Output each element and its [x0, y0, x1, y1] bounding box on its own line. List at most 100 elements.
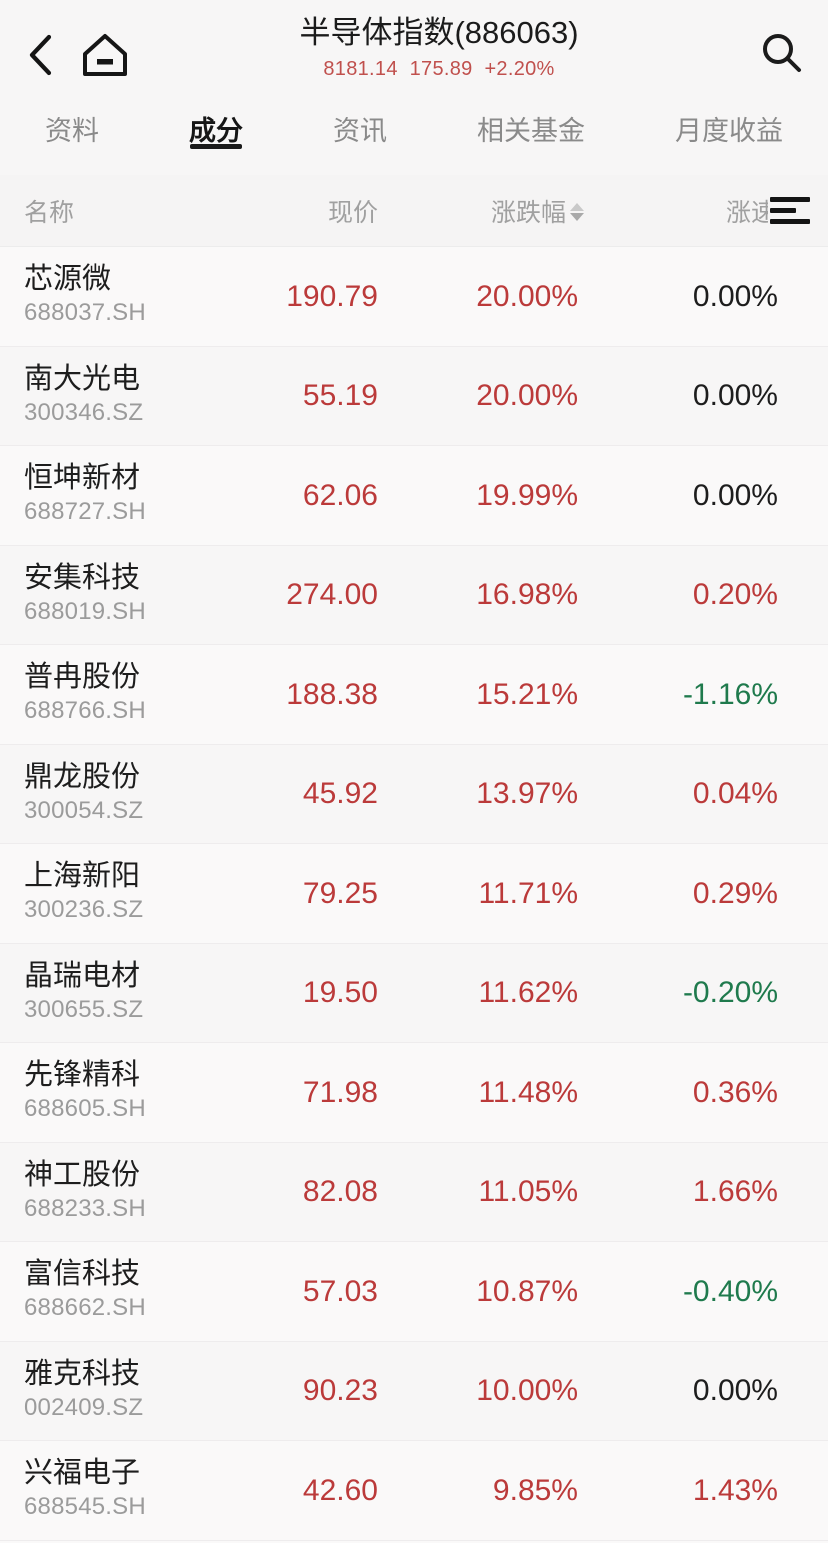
- table-row[interactable]: 兴福电子 688545.SH 42.60 9.85% 1.43%: [0, 1441, 828, 1541]
- stock-identity: 南大光电 300346.SZ: [24, 361, 143, 429]
- stock-speed-percent: 0.04%: [692, 777, 778, 811]
- column-header-change[interactable]: 涨跌幅: [491, 175, 584, 246]
- tab-zixun[interactable]: 资讯: [288, 109, 432, 153]
- stock-speed-percent: 0.29%: [692, 876, 778, 910]
- stock-price: 190.79: [286, 279, 378, 313]
- table-row[interactable]: 普冉股份 688766.SH 188.38 15.21% -1.16%: [0, 645, 828, 745]
- tab-active-indicator: [190, 144, 242, 149]
- navigation-bar: 半导体指数(886063) 8181.14 175.89 +2.20%: [0, 0, 828, 105]
- stock-speed-percent: 0.20%: [692, 578, 778, 612]
- column-header-price[interactable]: 现价: [328, 175, 378, 246]
- stock-name: 南大光电: [24, 362, 141, 395]
- stock-identity: 兴福电子 688545.SH: [24, 1455, 146, 1523]
- stock-name: 晶瑞电材: [24, 959, 141, 992]
- stock-identity: 恒坤新材 688727.SH: [24, 460, 146, 528]
- stock-name: 富信科技: [24, 1258, 141, 1290]
- tab-yuedushouyi[interactable]: 月度收益: [630, 109, 828, 153]
- page-title: 半导体指数(886063): [299, 15, 579, 50]
- stock-price: 55.19: [302, 379, 378, 413]
- stock-change-percent: 11.48%: [478, 1075, 578, 1109]
- tab-ziliao[interactable]: 资料: [0, 109, 144, 153]
- stock-identity: 普冉股份 688766.SH: [24, 659, 146, 727]
- stock-price: 62.06: [302, 478, 378, 512]
- stock-name: 先锋精科: [24, 1059, 141, 1091]
- stock-change-percent: 11.62%: [478, 976, 578, 1010]
- stock-change-percent: 20.00%: [476, 279, 578, 313]
- stock-identity: 雅克科技 002409.SZ: [24, 1356, 143, 1424]
- stock-price: 19.50: [302, 976, 378, 1010]
- table-header: 名称 现价 涨跌幅 涨速: [0, 175, 828, 247]
- stock-code: 688766.SH: [24, 697, 146, 724]
- stock-price: 57.03: [302, 1274, 378, 1308]
- stock-speed-percent: 0.00%: [692, 379, 778, 413]
- stock-price: 90.23: [302, 1374, 378, 1408]
- column-header-name[interactable]: 名称: [24, 175, 74, 246]
- stock-change-percent: 20.00%: [476, 379, 578, 413]
- tab-label: 相关基金: [477, 116, 585, 146]
- stock-price: 188.38: [286, 677, 378, 711]
- sort-arrows-icon[interactable]: [570, 202, 584, 221]
- table-row[interactable]: 恒坤新材 688727.SH 62.06 19.99% 0.00%: [0, 446, 828, 546]
- table-row[interactable]: 晶瑞电材 300655.SZ 19.50 11.62% -0.20%: [0, 943, 828, 1043]
- column-header-speed[interactable]: 涨速: [726, 175, 776, 246]
- stock-code: 688605.SH: [24, 1095, 146, 1122]
- stock-speed-percent: 0.00%: [692, 279, 778, 313]
- stock-code: 688727.SH: [24, 498, 146, 525]
- stock-code: 688233.SH: [24, 1194, 146, 1222]
- stock-speed-percent: 1.66%: [692, 1175, 778, 1209]
- tab-label: 月度收益: [675, 116, 783, 146]
- stock-identity: 芯源微 688037.SH: [24, 261, 146, 329]
- quote-percent: +2.20%: [484, 58, 555, 80]
- back-button[interactable]: [18, 30, 62, 80]
- stock-speed-percent: 1.43%: [692, 1473, 778, 1507]
- home-button[interactable]: [78, 30, 132, 80]
- column-header-label: 名称: [24, 198, 75, 227]
- stock-identity: 安集科技 688019.SH: [24, 560, 146, 628]
- tab-chengfen[interactable]: 成分: [144, 109, 288, 153]
- table-row[interactable]: 神工股份 688233.SH 82.08 11.05% 1.66%: [0, 1142, 828, 1242]
- stock-change-percent: 11.05%: [478, 1175, 578, 1209]
- tab-bar: 资料 成分 资讯 相关基金 月度收益: [0, 105, 828, 175]
- stock-code: 300054.SZ: [24, 796, 144, 824]
- constituent-stock-list[interactable]: 芯源微 688037.SH 190.79 20.00% 0.00% 南大光电 3…: [0, 247, 828, 1543]
- stock-code: 688019.SH: [24, 597, 146, 625]
- table-row[interactable]: 南大光电 300346.SZ 55.19 20.00% 0.00%: [0, 346, 828, 446]
- table-row[interactable]: 鼎龙股份 300054.SZ 45.92 13.97% 0.04%: [0, 744, 828, 844]
- stock-speed-percent: 0.00%: [692, 478, 778, 512]
- stock-code: 300236.SZ: [24, 896, 144, 923]
- stock-name: 鼎龙股份: [24, 760, 141, 793]
- stock-name: 安集科技: [24, 561, 141, 594]
- stock-name: 上海新阳: [24, 860, 141, 892]
- stock-change-percent: 13.97%: [476, 777, 578, 811]
- search-button[interactable]: [754, 26, 810, 82]
- search-icon: [758, 30, 806, 78]
- stock-price: 45.92: [302, 777, 378, 811]
- stock-name: 芯源微: [24, 263, 112, 295]
- stock-price: 274.00: [286, 578, 378, 612]
- hamburger-menu-icon[interactable]: [768, 193, 814, 228]
- stock-price: 71.98: [302, 1075, 378, 1109]
- stock-change-percent: 16.98%: [476, 578, 578, 612]
- table-row[interactable]: 先锋精科 688605.SH 71.98 11.48% 0.36%: [0, 1043, 828, 1143]
- stock-price: 42.60: [302, 1473, 378, 1507]
- table-row[interactable]: 雅克科技 002409.SZ 90.23 10.00% 0.00%: [0, 1341, 828, 1441]
- tab-label: 成分: [189, 116, 243, 146]
- table-row[interactable]: 芯源微 688037.SH 190.79 20.00% 0.00%: [0, 247, 828, 347]
- stock-name: 雅克科技: [24, 1357, 141, 1390]
- table-row[interactable]: 上海新阳 300236.SZ 79.25 11.71% 0.29%: [0, 844, 828, 944]
- stock-change-percent: 19.99%: [476, 478, 578, 512]
- stock-speed-percent: 0.36%: [692, 1075, 778, 1109]
- home-icon: [82, 33, 128, 77]
- table-row[interactable]: 富信科技 688662.SH 57.03 10.87% -0.40%: [0, 1242, 828, 1342]
- table-row[interactable]: 安集科技 688019.SH 274.00 16.98% 0.20%: [0, 545, 828, 645]
- tab-label: 资讯: [333, 116, 387, 146]
- stock-identity: 富信科技 688662.SH: [24, 1256, 146, 1324]
- stock-speed-percent: 0.00%: [692, 1374, 778, 1408]
- column-header-label: 现价: [327, 198, 378, 227]
- stock-code: 688662.SH: [24, 1294, 146, 1321]
- column-header-label: 涨跌幅: [490, 198, 566, 227]
- stock-code: 688037.SH: [24, 299, 146, 326]
- tab-xiangguanjijin[interactable]: 相关基金: [432, 109, 630, 153]
- stock-change-percent: 10.87%: [476, 1274, 578, 1308]
- quote-change: 175.89: [409, 58, 473, 80]
